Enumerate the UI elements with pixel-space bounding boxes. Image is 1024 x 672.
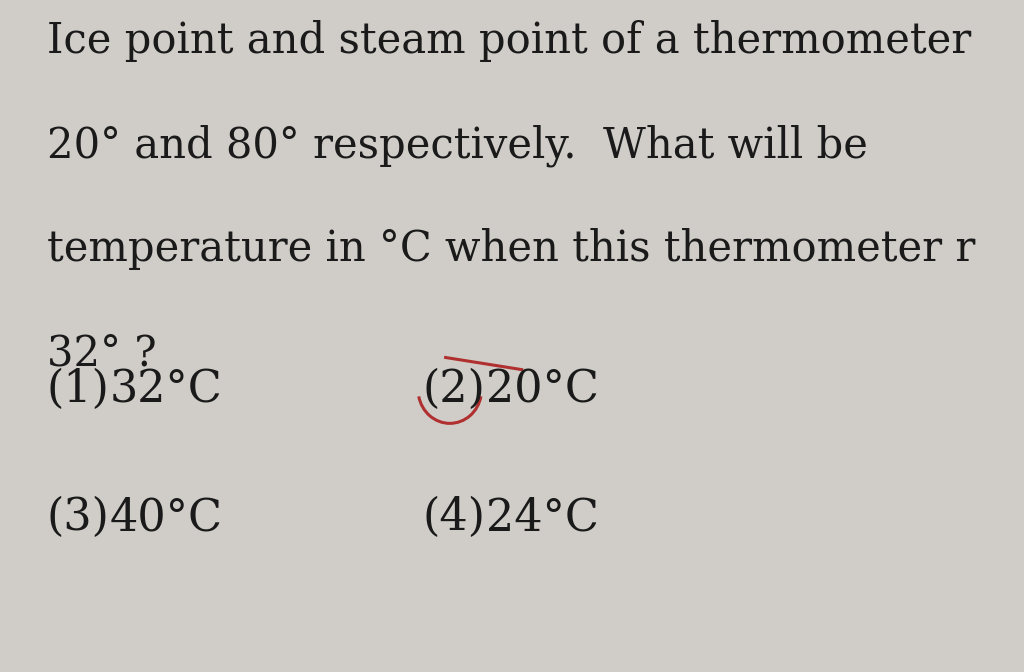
- Text: 24°C: 24°C: [486, 496, 599, 539]
- Text: (1): (1): [46, 368, 110, 411]
- Text: 20°C: 20°C: [486, 368, 599, 411]
- Text: temperature in °C when this thermometer r: temperature in °C when this thermometer …: [46, 228, 975, 271]
- Text: Ice point and steam point of a thermometer: Ice point and steam point of a thermomet…: [46, 20, 971, 62]
- Text: 20° and 80° respectively.  What will be: 20° and 80° respectively. What will be: [46, 124, 867, 167]
- Text: (3): (3): [46, 496, 110, 539]
- Text: 32°C: 32°C: [110, 368, 223, 411]
- Text: (4): (4): [423, 496, 485, 539]
- Text: (2): (2): [423, 368, 485, 411]
- Text: 32° ?: 32° ?: [46, 333, 156, 375]
- Text: 40°C: 40°C: [110, 496, 223, 539]
